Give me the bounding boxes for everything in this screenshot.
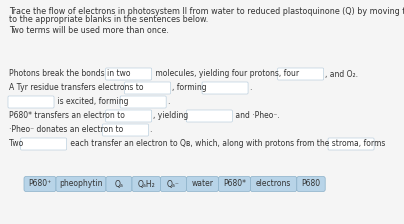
FancyBboxPatch shape — [132, 177, 160, 192]
Text: , yielding: , yielding — [153, 112, 190, 121]
FancyBboxPatch shape — [186, 110, 232, 122]
Text: P680* transfers an electron to: P680* transfers an electron to — [9, 112, 127, 121]
Text: QₐH₂: QₐH₂ — [137, 179, 155, 189]
FancyBboxPatch shape — [120, 96, 166, 108]
Text: .: . — [375, 140, 377, 149]
FancyBboxPatch shape — [106, 177, 132, 192]
Text: water: water — [191, 179, 213, 189]
Text: , and O₂.: , and O₂. — [325, 69, 358, 78]
Text: molecules, yielding four protons, four: molecules, yielding four protons, four — [153, 69, 301, 78]
FancyBboxPatch shape — [103, 124, 149, 136]
Text: P680: P680 — [301, 179, 320, 189]
Text: pheophytin: pheophytin — [59, 179, 103, 189]
Text: , forming: , forming — [172, 84, 208, 93]
Text: Qₐ⁻: Qₐ⁻ — [167, 179, 180, 189]
Text: is excited, forming: is excited, forming — [55, 97, 131, 106]
FancyBboxPatch shape — [160, 177, 186, 192]
Text: Two: Two — [9, 140, 25, 149]
Text: ·Pheo⁻ donates an electron to: ·Pheo⁻ donates an electron to — [9, 125, 126, 134]
FancyBboxPatch shape — [328, 138, 374, 150]
Text: Photons break the bonds in two: Photons break the bonds in two — [9, 69, 133, 78]
FancyBboxPatch shape — [21, 138, 67, 150]
FancyBboxPatch shape — [250, 177, 297, 192]
Text: .: . — [249, 84, 251, 93]
Text: Two terms will be used more than once.: Two terms will be used more than once. — [9, 26, 169, 35]
Text: each transfer an electron to Qʙ, which, along with protons from the stroma, form: each transfer an electron to Qʙ, which, … — [67, 140, 387, 149]
Text: and ·Pheo⁻.: and ·Pheo⁻. — [233, 112, 280, 121]
FancyBboxPatch shape — [186, 177, 219, 192]
Text: P680⁺: P680⁺ — [28, 179, 52, 189]
Text: .: . — [167, 97, 170, 106]
Text: A Tyr residue transfers electrons to: A Tyr residue transfers electrons to — [9, 84, 146, 93]
Text: .: . — [149, 125, 152, 134]
FancyBboxPatch shape — [202, 82, 248, 94]
FancyBboxPatch shape — [297, 177, 325, 192]
FancyBboxPatch shape — [106, 68, 152, 80]
Text: electrons: electrons — [256, 179, 291, 189]
FancyBboxPatch shape — [219, 177, 250, 192]
Text: Qₐ: Qₐ — [115, 179, 124, 189]
FancyBboxPatch shape — [24, 177, 56, 192]
FancyBboxPatch shape — [56, 177, 106, 192]
Text: P680*: P680* — [223, 179, 246, 189]
FancyBboxPatch shape — [124, 82, 170, 94]
Text: Trace the flow of electrons in photosystem II from water to reduced plastoquinon: Trace the flow of electrons in photosyst… — [9, 7, 404, 16]
FancyBboxPatch shape — [278, 68, 324, 80]
Text: to the appropriate blanks in the sentences below.: to the appropriate blanks in the sentenc… — [9, 15, 208, 24]
FancyBboxPatch shape — [8, 96, 54, 108]
FancyBboxPatch shape — [106, 110, 152, 122]
